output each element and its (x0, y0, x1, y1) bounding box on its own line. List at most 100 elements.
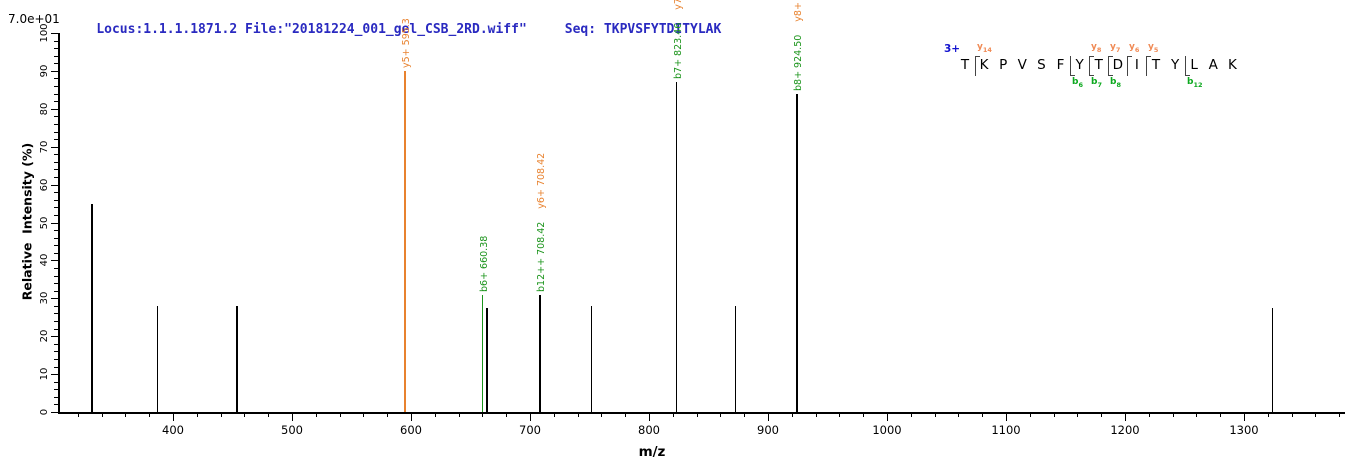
y-major-tick (51, 374, 58, 375)
x-tick-label: 1100 (991, 423, 1021, 437)
y-minor-tick (54, 101, 58, 102)
x-major-tick (530, 412, 531, 421)
x-minor-tick (1030, 412, 1031, 417)
x-minor-tick (935, 412, 936, 417)
x-minor-tick (102, 412, 103, 417)
peak (156, 305, 159, 412)
y-minor-tick (54, 351, 58, 352)
cleavage-y-serif (1089, 56, 1094, 57)
seq-label: Seq: (564, 22, 597, 37)
x-minor-tick (673, 412, 674, 417)
residue-letter: K (979, 57, 989, 73)
y-tick-label: 30 (39, 291, 50, 305)
y-minor-tick (54, 207, 58, 208)
x-tick-label: 500 (281, 423, 303, 437)
peak-label-stack: b12++ 708.42 y6+ 708.42 (536, 152, 547, 291)
peak-label-stack: b7+ 823.46 y7+ 823.46 (673, 0, 684, 79)
residue-letter: Y (1075, 57, 1084, 73)
y-minor-tick (54, 48, 58, 49)
y-minor-tick (54, 276, 58, 277)
b-ion-label: b7 (1091, 77, 1102, 89)
y-major-tick (51, 71, 58, 72)
x-minor-tick (78, 412, 79, 417)
locus-file-label: Locus:1.1.1.1871.2 File:"20181224_001_ge… (96, 22, 527, 37)
y-axis-line (58, 33, 60, 414)
residue-letter: F (1056, 57, 1065, 73)
peak (734, 305, 737, 412)
cleavage-mark (1108, 56, 1109, 76)
peak-label-stack: b8+ 924.50 y8+ 924.50 (793, 0, 805, 91)
x-minor-tick (697, 412, 698, 417)
x-minor-tick (792, 412, 793, 417)
y-major-tick (51, 185, 58, 186)
y-minor-tick (54, 192, 58, 193)
peak (404, 70, 406, 412)
y-minor-tick (54, 169, 58, 170)
y-tick-label: 20 (39, 329, 50, 343)
x-minor-tick (982, 412, 983, 417)
x-tick-label: 1200 (1110, 423, 1140, 437)
x-minor-tick (1220, 412, 1221, 417)
y-minor-tick (54, 56, 58, 57)
x-minor-tick (197, 412, 198, 417)
y-minor-tick (54, 78, 58, 79)
y-minor-tick (54, 94, 58, 95)
x-axis-title: m/z (638, 444, 666, 460)
x-major-tick (411, 412, 412, 421)
x-minor-tick (625, 412, 626, 417)
x-major-tick (887, 412, 888, 421)
residue-letter: D (1112, 57, 1123, 73)
residue-letter: V (1017, 57, 1027, 73)
cleavage-mark (1127, 56, 1128, 76)
x-minor-tick (720, 412, 721, 417)
y-major-tick (51, 336, 58, 337)
y-minor-tick (54, 367, 58, 368)
x-major-tick (1006, 412, 1007, 421)
y-minor-tick (54, 132, 58, 133)
y-minor-tick (54, 177, 58, 178)
residue-letter: P (999, 57, 1008, 73)
y-minor-tick (54, 215, 58, 216)
x-minor-tick (125, 412, 126, 417)
x-minor-tick (839, 412, 840, 417)
x-axis-line (58, 412, 1345, 414)
x-tick-label: 600 (400, 423, 422, 437)
x-tick-label: 900 (757, 423, 779, 437)
y-minor-tick (54, 306, 58, 307)
y-ion-label: y14 (977, 42, 992, 54)
x-minor-tick (221, 412, 222, 417)
x-minor-tick (1292, 412, 1293, 417)
y-ion-label: y6 (1129, 42, 1140, 54)
b-ion-label: b6 (1072, 77, 1083, 89)
x-minor-tick (744, 412, 745, 417)
x-major-tick (1125, 412, 1126, 421)
x-minor-tick (554, 412, 555, 417)
y-minor-tick (54, 291, 58, 292)
y-minor-tick (54, 86, 58, 87)
x-minor-tick (149, 412, 150, 417)
y-tick-label: 80 (39, 102, 50, 116)
y-minor-tick (54, 329, 58, 330)
y-tick-label: 70 (39, 140, 50, 154)
peak (91, 203, 93, 412)
y-minor-tick (54, 321, 58, 322)
x-minor-tick (316, 412, 317, 417)
cleavage-b-serif (1070, 75, 1075, 76)
b-ion-label: b8 (1110, 77, 1121, 89)
y-ion-label: y8 (1091, 42, 1102, 54)
y-tick-label: 90 (39, 64, 50, 78)
y-minor-tick (54, 200, 58, 201)
peak-label-stack: b6+ 660.38 (479, 235, 490, 291)
y-minor-tick (54, 124, 58, 125)
y-major-tick (51, 412, 58, 413)
residue-letter: T (1094, 57, 1103, 73)
y-major-tick (51, 147, 58, 148)
x-minor-tick (601, 412, 602, 417)
x-major-tick (173, 412, 174, 421)
x-major-tick (292, 412, 293, 421)
peak-fragment-label: b8+ 924.50 (793, 34, 805, 91)
peak-label-stack: y5+ 595.3 (401, 18, 412, 68)
x-tick-label: 1000 (872, 423, 902, 437)
